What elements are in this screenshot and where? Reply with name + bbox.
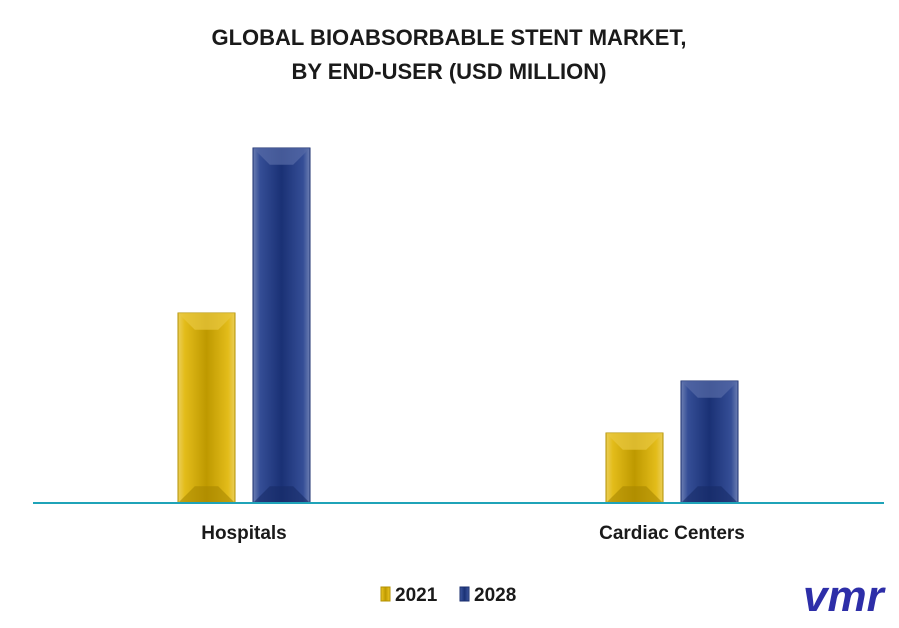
legend-item-2021: 2021 [380,585,438,606]
chart-title-line-2: BY END-USER (USD MILLION) [292,59,607,84]
bar-hospitals-2021 [177,312,236,504]
category-label-cardiac-centers: Cardiac Centers [599,523,745,544]
chart-title-line-1: GLOBAL BIOABSORBABLE STENT MARKET, [211,25,686,50]
bar-cardiac-centers-2028 [680,380,739,504]
bar-hospitals-2028 [252,147,311,504]
bars-group [177,147,739,504]
bar-cardiac-centers-2021 [605,432,664,504]
category-labels: Hospitals Cardiac Centers [201,523,745,544]
legend-swatch-2021 [380,586,391,602]
vmr-logo-text: vmr [803,572,887,621]
legend: 2021 2028 [380,585,516,606]
legend-label-2028: 2028 [474,585,516,606]
legend-label-2021: 2021 [395,585,438,606]
vmr-logo: vmr [803,572,887,621]
legend-swatch-2028 [459,586,470,602]
category-label-hospitals: Hospitals [201,523,287,544]
legend-item-2028: 2028 [459,585,516,606]
